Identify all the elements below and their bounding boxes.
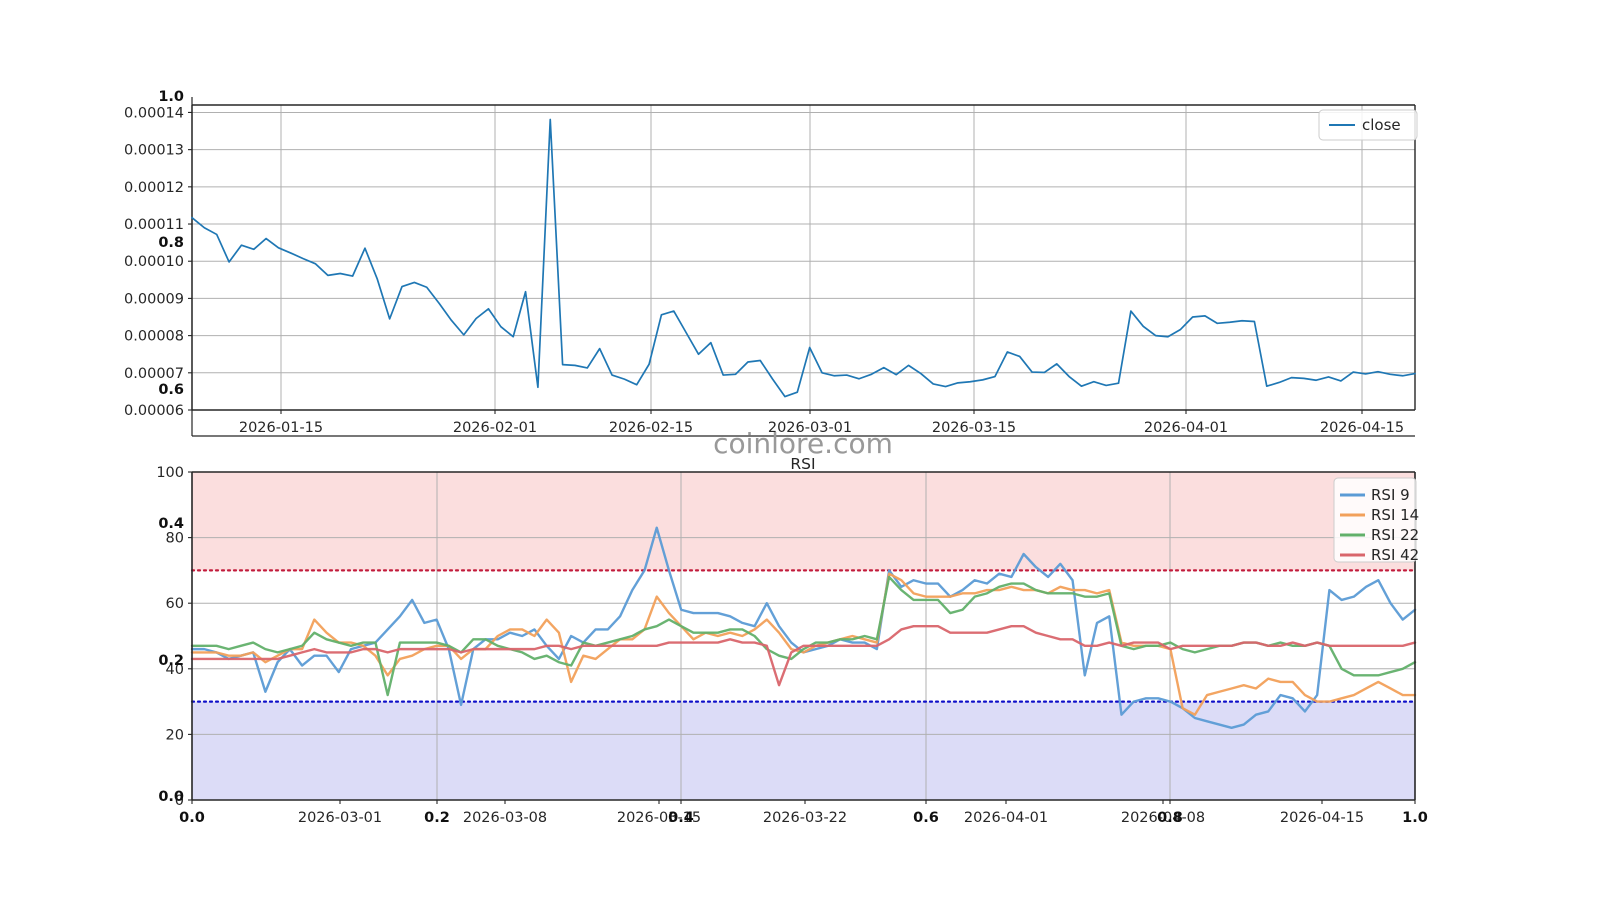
rsi-overlay-ytick-label: 0.0 bbox=[158, 789, 184, 805]
rsi-overlay-xtick-label: 1.0 bbox=[1402, 810, 1428, 826]
price-ytick-label: 0.00012 bbox=[124, 180, 184, 196]
rsi-xtick-label: 2026-03-15 bbox=[617, 810, 701, 826]
rsi-xtick-label: 2026-04-01 bbox=[964, 810, 1048, 826]
price-legend: close bbox=[1318, 109, 1418, 141]
price-line-close bbox=[191, 118, 1416, 398]
rsi-ytick-label: 60 bbox=[166, 596, 184, 612]
price-overlay-ytick-label: 1.0 bbox=[158, 89, 184, 105]
rsi-ytick-label: 40 bbox=[166, 662, 184, 678]
price-overlay-ytick-label: 0.6 bbox=[158, 382, 184, 398]
rsi-overlay-ytick-label: 0.4 bbox=[158, 516, 184, 532]
price-legend-label: close bbox=[1362, 116, 1401, 134]
rsi-ytick-label: 80 bbox=[166, 531, 184, 547]
rsi-overlay-xtick-label: 0.4 bbox=[668, 810, 694, 826]
rsi-ytick-label: 100 bbox=[156, 465, 184, 481]
rsi-legend: RSI 9 RSI 14 RSI 22 RSI 42 bbox=[1333, 477, 1419, 564]
price-ytick-label: 0.00013 bbox=[124, 143, 184, 159]
price-xtick-label: 2026-01-15 bbox=[239, 420, 323, 436]
rsi-line-rsi-22 bbox=[190, 575, 1417, 697]
rsi-line-rsi-42 bbox=[190, 624, 1417, 687]
price-ytick-label: 0.00009 bbox=[124, 291, 184, 307]
price-legend-box bbox=[1318, 109, 1418, 141]
price-chart-panel: 0.00006 0.00007 0.00008 0.00009 0.00010 0.000… bbox=[124, 89, 1418, 437]
price-xtick-label: 2026-02-15 bbox=[609, 420, 693, 436]
watermark-text: coinlore.com bbox=[713, 427, 893, 460]
rsi-overlay-xtick-label: 0.2 bbox=[424, 810, 450, 826]
price-overlay-ytick-label: 0.8 bbox=[158, 235, 184, 251]
price-xtick-label: 2026-04-01 bbox=[1144, 420, 1228, 436]
rsi-xtick-label: 2026-03-22 bbox=[763, 810, 847, 826]
rsi-panel-title: RSI bbox=[790, 455, 815, 473]
price-ytick-label: 0.00007 bbox=[124, 366, 184, 382]
price-ytick-label: 0.00008 bbox=[124, 329, 184, 345]
rsi-xtick-label: 2026-03-01 bbox=[298, 810, 382, 826]
rsi-overlay-xtick-label: 0.8 bbox=[1157, 810, 1183, 826]
price-ytick-label: 0.00010 bbox=[124, 254, 184, 270]
rsi-overbought-band bbox=[192, 472, 1415, 571]
price-xtick-label: 2026-03-15 bbox=[932, 420, 1016, 436]
rsi-legend-label-0: RSI 9 bbox=[1371, 486, 1410, 504]
price-ytick-label: 0.00014 bbox=[124, 105, 184, 121]
rsi-xtick-label: 2026-03-08 bbox=[463, 810, 547, 826]
rsi-oversold-band bbox=[192, 701, 1415, 800]
rsi-legend-box bbox=[1333, 477, 1417, 563]
rsi-overlay-xtick-label: 0.0 bbox=[179, 810, 205, 826]
rsi-legend-label-2: RSI 22 bbox=[1371, 526, 1419, 544]
rsi-legend-label-3: RSI 42 bbox=[1371, 546, 1419, 564]
price-ytick-label: 0.00011 bbox=[124, 217, 184, 233]
rsi-legend-label-1: RSI 14 bbox=[1371, 506, 1419, 524]
rsi-xtick-label: 2026-04-08 bbox=[1121, 810, 1205, 826]
rsi-ytick-label: 0 bbox=[175, 793, 184, 809]
rsi-overlay-xtick-label: 0.6 bbox=[913, 810, 939, 826]
price-xtick-label: 2026-03-01 bbox=[768, 420, 852, 436]
price-plot-background bbox=[192, 105, 1415, 410]
rsi-chart-panel: 0 20 40 60 80 100 0.0 0.2 0.4 2026-03-01 2026-03-0… bbox=[156, 465, 1428, 826]
rsi-ytick-label: 20 bbox=[166, 727, 184, 743]
rsi-overlay-ytick-label: 0.2 bbox=[158, 653, 184, 669]
price-ytick-label: 0.00006 bbox=[124, 403, 184, 419]
price-xtick-label: 2026-02-01 bbox=[453, 420, 537, 436]
price-xtick-label: 2026-04-15 bbox=[1320, 420, 1404, 436]
rsi-xtick-label: 2026-04-15 bbox=[1280, 810, 1364, 826]
